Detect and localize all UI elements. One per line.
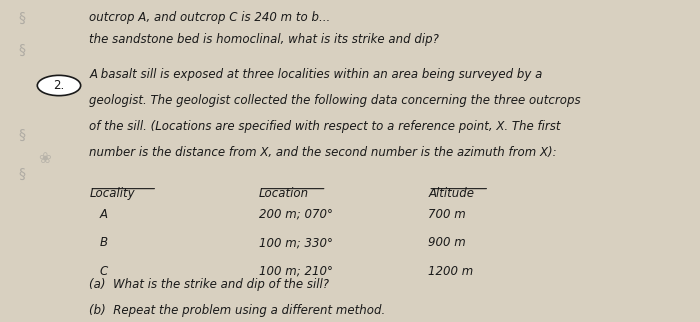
Text: §: §	[18, 43, 25, 57]
Text: number is the distance from X, and the second number is the azimuth from X):: number is the distance from X, and the s…	[90, 146, 557, 159]
Text: ❀: ❀	[38, 81, 51, 96]
Text: (b)  Repeat the problem using a different method.: (b) Repeat the problem using a different…	[90, 305, 386, 317]
Text: 700 m: 700 m	[428, 208, 466, 221]
Text: Location: Location	[259, 187, 309, 200]
Text: of the sill. (Locations are specified with respect to a reference point, X. The : of the sill. (Locations are specified wi…	[90, 120, 561, 133]
Text: 2.: 2.	[53, 79, 64, 92]
Text: the sandstone bed is homoclinal, what is its strike and dip?: the sandstone bed is homoclinal, what is…	[90, 33, 440, 46]
Text: 100 m; 210°: 100 m; 210°	[259, 265, 332, 278]
Circle shape	[37, 75, 80, 96]
Text: A basalt sill is exposed at three localities within an area being surveyed by a: A basalt sill is exposed at three locali…	[90, 68, 542, 81]
Text: §: §	[18, 11, 25, 25]
Text: C: C	[99, 265, 108, 278]
Text: 100 m; 330°: 100 m; 330°	[259, 236, 332, 249]
Text: ❀: ❀	[38, 151, 51, 166]
Text: geologist. The geologist collected the following data concerning the three outcr: geologist. The geologist collected the f…	[90, 94, 581, 107]
Text: B: B	[99, 236, 108, 249]
Text: A: A	[99, 208, 108, 221]
Text: §: §	[18, 166, 25, 180]
Text: Locality: Locality	[90, 187, 135, 200]
Text: outcrop A, and outcrop C is 240 m to b...: outcrop A, and outcrop C is 240 m to b..…	[90, 11, 330, 24]
Text: 200 m; 070°: 200 m; 070°	[259, 208, 332, 221]
Text: 900 m: 900 m	[428, 236, 466, 249]
Text: (a)  What is the strike and dip of the sill?: (a) What is the strike and dip of the si…	[90, 278, 330, 290]
Text: §: §	[18, 128, 25, 142]
Text: 1200 m: 1200 m	[428, 265, 473, 278]
Text: Altitude: Altitude	[428, 187, 475, 200]
